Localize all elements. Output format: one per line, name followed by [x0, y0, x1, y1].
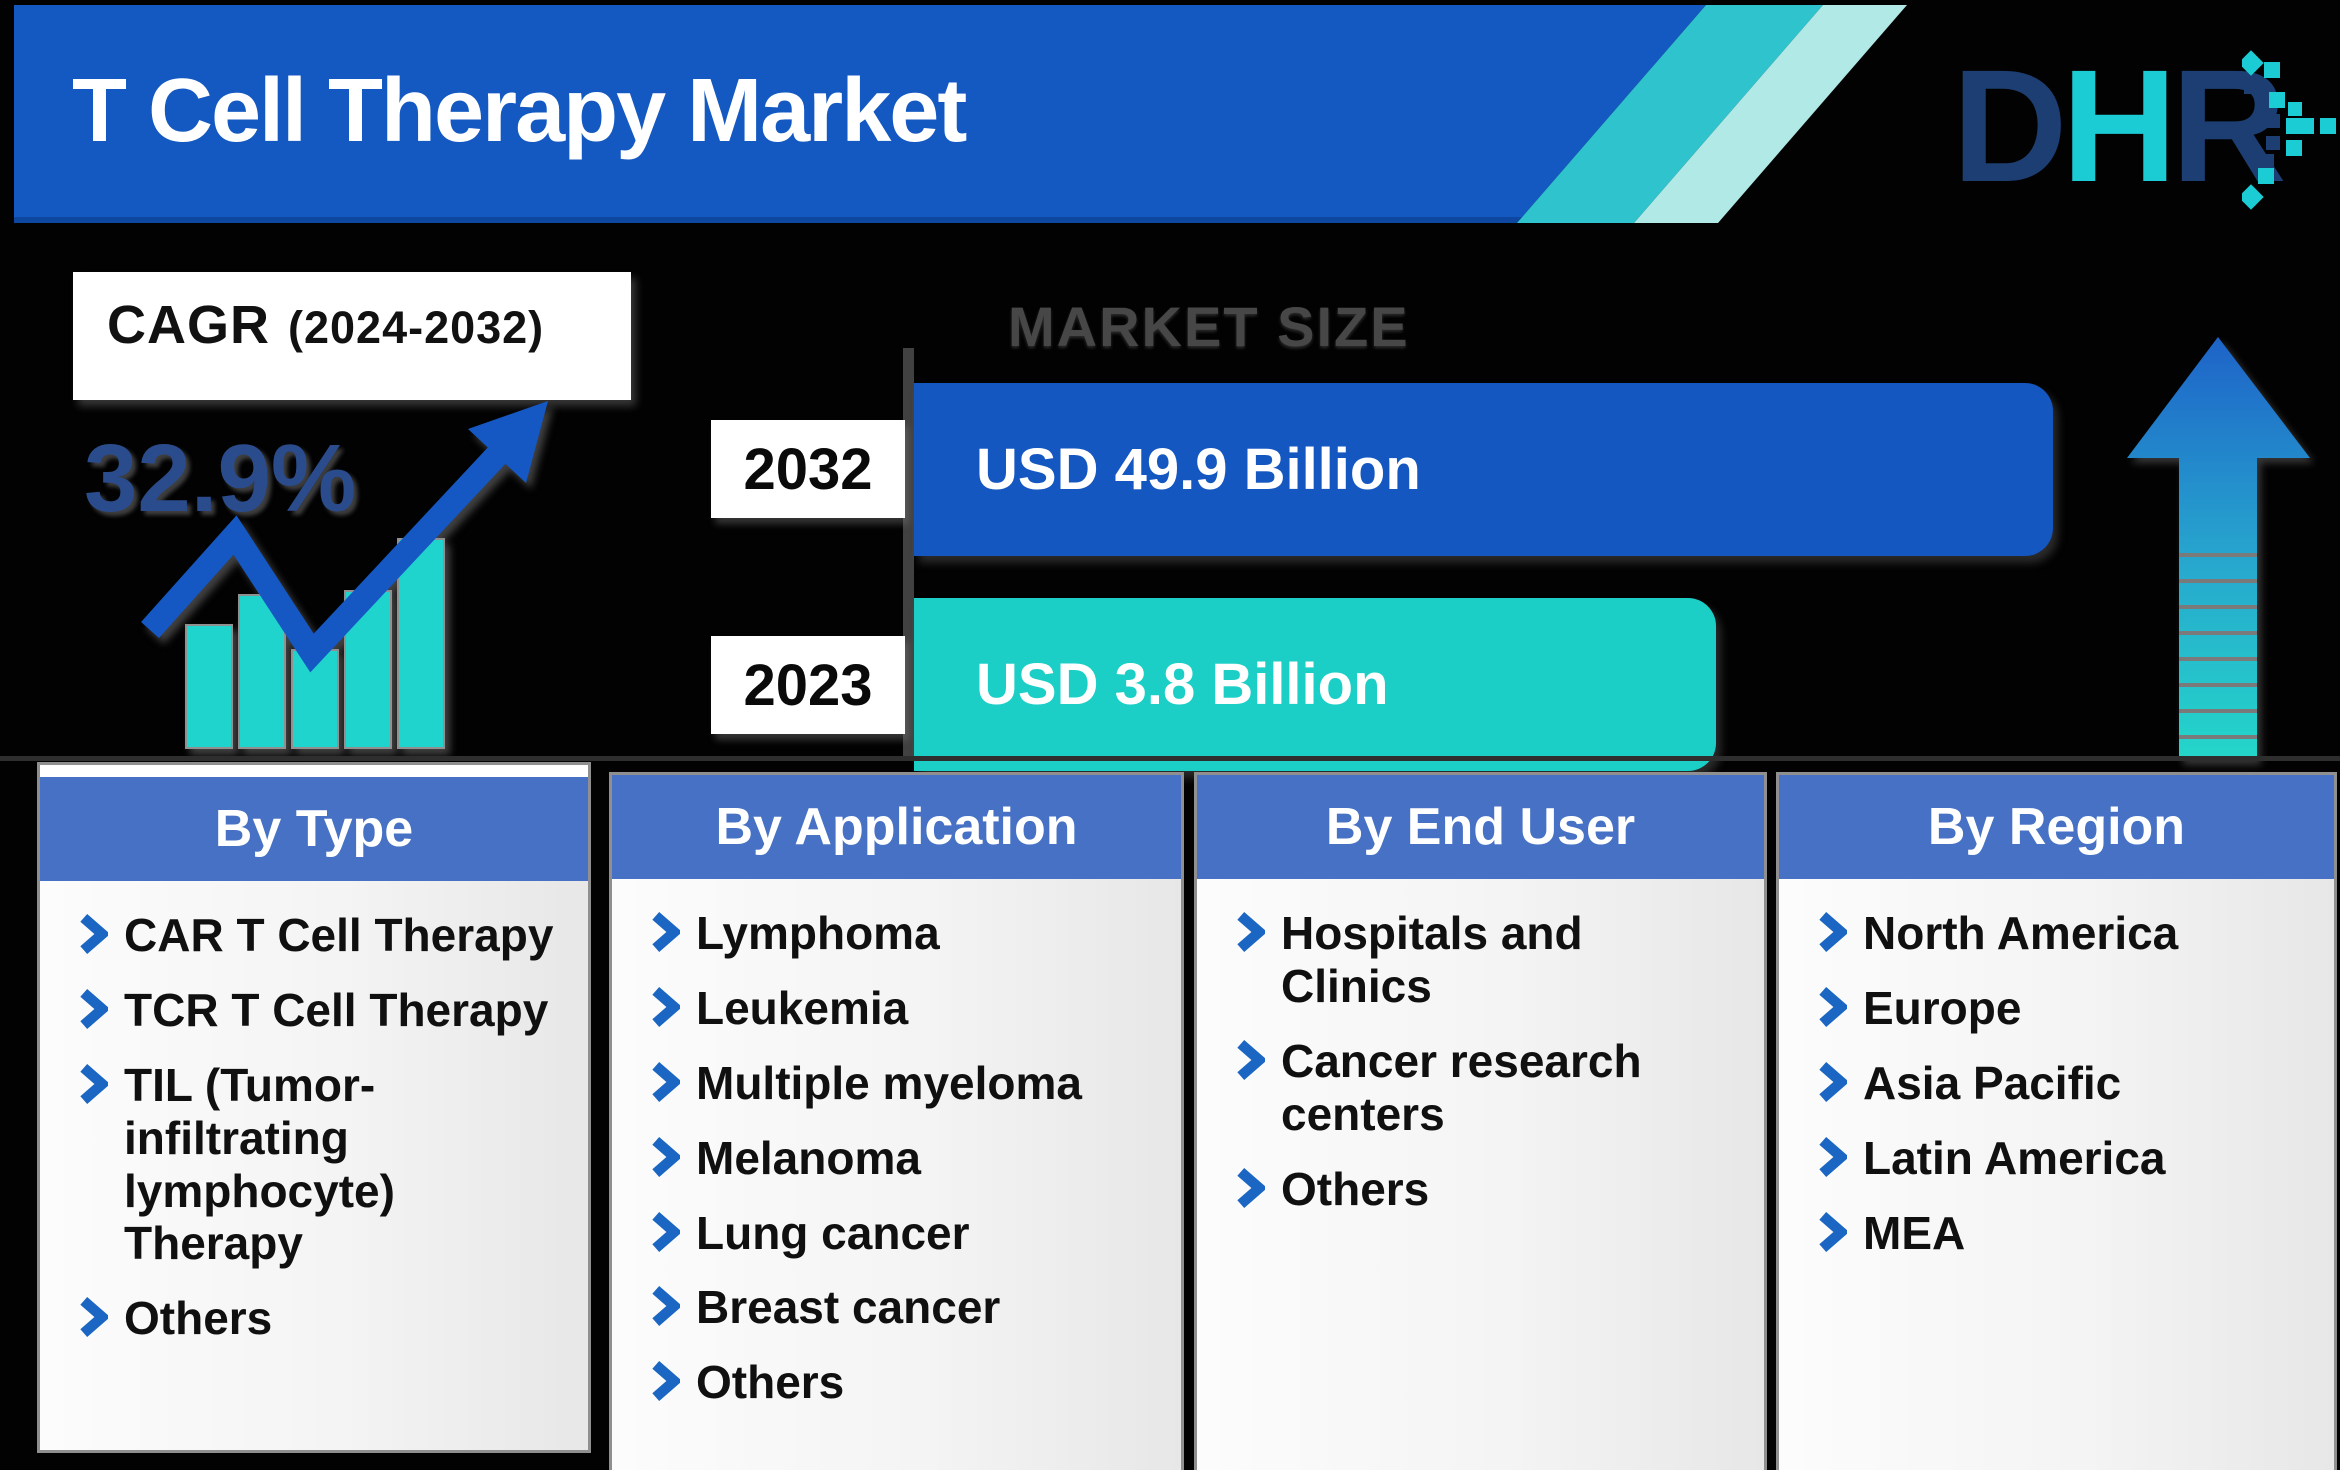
list-item: Europe [1817, 982, 2316, 1035]
list-item-label: Latin America [1863, 1131, 2166, 1184]
cagr-value: 32.9% [84, 425, 357, 532]
segment-card-by-type: By Type CAR T Cell Therapy TCR T Cell The… [37, 762, 591, 1453]
chevron-right-icon [1819, 1061, 1847, 1102]
growth-arrow-icon [2127, 337, 2310, 760]
growth-chart-icon [141, 401, 548, 749]
year-label-2032: 2032 [711, 420, 905, 518]
chevron-right-icon [1237, 1167, 1265, 1208]
card-top-cap [40, 765, 588, 777]
cagr-box: CAGR (2024-2032) [73, 272, 631, 400]
list-item: North America [1817, 907, 2316, 960]
segment-header-by-type: By Type [40, 777, 588, 881]
chevron-right-icon [80, 988, 108, 1029]
list-item-label: Melanoma [696, 1131, 921, 1184]
list-item-label: Asia Pacific [1863, 1056, 2122, 1109]
list-item: CAR T Cell Therapy [78, 909, 570, 962]
market-size-label: MARKET SIZE [1008, 295, 1410, 358]
chevron-right-icon [652, 1286, 680, 1327]
page-title: T Cell Therapy Market [72, 60, 967, 161]
list-item: MEA [1817, 1207, 2316, 1260]
list-item: Breast cancer [650, 1281, 1163, 1334]
segment-card-by-end-user: By End User Hospitals and Clinics Cancer … [1194, 772, 1767, 1470]
list-item-label: Europe [1863, 981, 2022, 1034]
list-item: Lung cancer [650, 1207, 1163, 1260]
section-divider [0, 756, 2340, 761]
segment-header-by-region: By Region [1779, 775, 2334, 879]
list-item: Multiple myeloma [650, 1057, 1163, 1110]
chevron-right-icon [652, 1361, 680, 1402]
chevron-right-icon [80, 1063, 108, 1104]
list-item: Latin America [1817, 1132, 2316, 1185]
list-item: TCR T Cell Therapy [78, 984, 570, 1037]
logo-dots-icon [2242, 50, 2336, 210]
header-background [14, 5, 1706, 223]
chart-axis [903, 348, 914, 760]
chevron-right-icon [1819, 986, 1847, 1027]
chevron-right-icon [1819, 911, 1847, 953]
segment-card-by-region: By Region North America Europe Asia Pacifi… [1776, 772, 2337, 1470]
bar-2032: USD 49.9 Billion [914, 383, 2053, 556]
list-item: Cancer research centers [1235, 1035, 1746, 1141]
chevron-right-icon [652, 911, 680, 953]
list-item-label: Hospitals and Clinics [1281, 907, 1583, 1012]
segment-header-by-end-user: By End User [1197, 775, 1764, 879]
chevron-right-icon [652, 1061, 680, 1102]
chevron-right-icon [80, 1297, 108, 1338]
cagr-label: CAGR [107, 295, 270, 355]
bar-2023: USD 3.8 Billion [914, 598, 1716, 771]
segment-list-by-type: CAR T Cell Therapy TCR T Cell Therapy TIL … [40, 881, 588, 1345]
list-item-label: Lymphoma [696, 907, 940, 959]
list-item-label: Leukemia [696, 981, 909, 1034]
list-item: Lymphoma [650, 907, 1163, 960]
chevron-right-icon [1819, 1136, 1847, 1177]
chevron-right-icon [652, 1136, 680, 1177]
chevron-right-icon [1237, 911, 1265, 953]
cagr-title: CAGR (2024-2032) [107, 294, 544, 356]
logo-letter-h: H [2061, 36, 2178, 215]
list-item: TIL (Tumor-infiltrating lymphocyte) Ther… [78, 1059, 570, 1271]
list-item-label: Breast cancer [696, 1281, 1001, 1334]
list-item: Others [650, 1356, 1163, 1409]
list-item-label: Others [696, 1356, 845, 1409]
list-item: Others [1235, 1163, 1746, 1216]
segment-list-by-region: North America Europe Asia Pacific Latin Ame… [1779, 879, 2334, 1259]
list-item-label: Cancer research centers [1281, 1034, 1642, 1140]
list-item: Hospitals and Clinics [1235, 907, 1746, 1013]
chevron-right-icon [1819, 1211, 1847, 1252]
chevron-right-icon [80, 913, 108, 955]
cagr-range: (2024-2032) [288, 302, 545, 353]
list-item-label: TIL (Tumor-infiltrating lymphocyte) Ther… [124, 1058, 395, 1270]
list-item: Asia Pacific [1817, 1057, 2316, 1110]
chevron-right-icon [1237, 1039, 1265, 1080]
list-item: Melanoma [650, 1132, 1163, 1185]
logo-letter-d: D [1952, 36, 2068, 215]
segment-header-by-application: By Application [612, 775, 1181, 879]
list-item-label: Others [1281, 1162, 1430, 1215]
list-item-label: Multiple myeloma [696, 1056, 1082, 1109]
list-item: Others [78, 1292, 570, 1345]
list-item-label: CAR T Cell Therapy [124, 909, 554, 961]
segment-list-by-application: Lymphoma Leukemia Multiple myeloma Melanoma… [612, 879, 1181, 1409]
chevron-right-icon [652, 986, 680, 1027]
list-item-label: MEA [1863, 1206, 1966, 1259]
list-item-label: North America [1863, 907, 2179, 959]
year-label-2023: 2023 [711, 636, 905, 734]
list-item-label: TCR T Cell Therapy [124, 983, 549, 1036]
segment-card-by-application: By Application Lymphoma Leukemia Multiple … [609, 772, 1184, 1470]
segment-list-by-end-user: Hospitals and Clinics Cancer research cen… [1197, 879, 1764, 1215]
chevron-right-icon [652, 1211, 680, 1252]
list-item-label: Lung cancer [696, 1206, 970, 1259]
list-item-label: Others [124, 1292, 273, 1345]
list-item: Leukemia [650, 982, 1163, 1035]
